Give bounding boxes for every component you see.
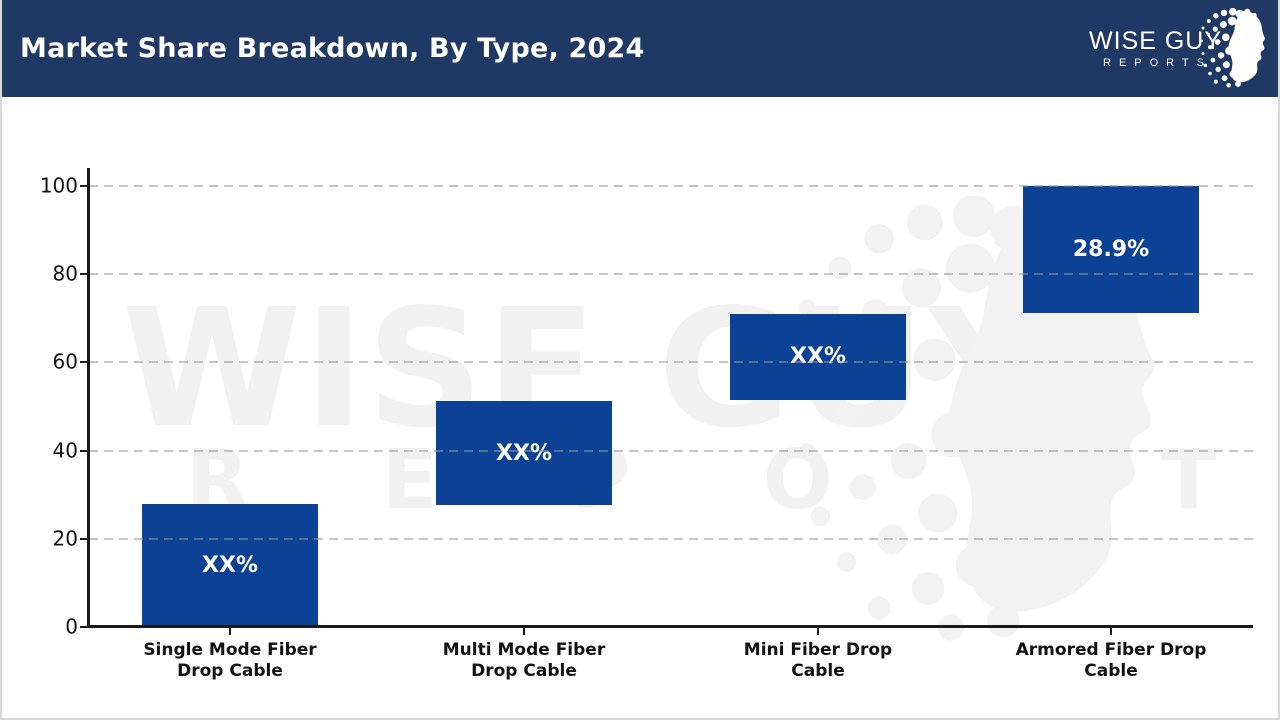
x-axis-line <box>87 625 1253 628</box>
gridline-80 <box>89 273 1253 276</box>
page-title: Market Share Breakdown, By Type, 2024 <box>20 33 645 64</box>
bar-value-label: XX% <box>202 552 258 578</box>
gridline-20 <box>89 537 1253 540</box>
brand-logo: WISE GUY REPORTS <box>1089 8 1280 90</box>
bar-segment-single-mode: XX% <box>142 503 318 627</box>
y-tick-label: 60 <box>52 349 78 374</box>
y-tick-mark <box>80 361 88 364</box>
y-tick-mark <box>80 626 88 628</box>
y-tick-label: 40 <box>52 438 78 463</box>
x-category-label: Armored Fiber Drop Cable <box>1015 640 1207 681</box>
bar-value-label: XX% <box>790 344 846 370</box>
x-tick-mark <box>1110 627 1112 635</box>
y-tick-mark <box>80 449 88 452</box>
y-tick-mark <box>80 273 88 276</box>
brand-subtitle: REPORTS <box>1103 57 1212 69</box>
x-tick-mark <box>817 627 819 635</box>
bar-segment-armored: 28.9% <box>1023 186 1199 314</box>
y-tick-mark <box>80 185 88 187</box>
x-category-label: Multi Mode Fiber Drop Cable <box>442 640 606 681</box>
y-tick-mark <box>80 537 88 540</box>
x-tick-mark <box>523 627 525 635</box>
bar-value-label: XX% <box>496 440 552 466</box>
y-tick-label: 0 <box>65 614 78 639</box>
y-tick-label: 20 <box>52 526 78 551</box>
gridline-40 <box>89 449 1253 452</box>
face-profile-dots-icon <box>1196 8 1266 90</box>
y-tick-label: 100 <box>39 173 78 198</box>
y-tick-label: 80 <box>52 261 78 286</box>
x-category-label: Single Mode Fiber Drop Cable <box>143 640 317 681</box>
gridline-100 <box>89 185 1253 187</box>
brand-logo-text: WISE GUY REPORTS <box>1089 28 1222 69</box>
bar-value-label: 28.9% <box>1072 237 1150 263</box>
y-axis-line <box>87 168 90 627</box>
gridline-60 <box>89 361 1253 364</box>
header-bar: Market Share Breakdown, By Type, 2024 WI… <box>0 0 1280 97</box>
bar-segment-multi-mode: XX% <box>436 401 612 505</box>
brand-name: WISE GUY <box>1088 27 1222 55</box>
bar-segment-mini: XX% <box>730 313 906 400</box>
x-tick-mark <box>229 627 231 635</box>
x-category-label: Mini Fiber Drop Cable <box>743 640 893 681</box>
